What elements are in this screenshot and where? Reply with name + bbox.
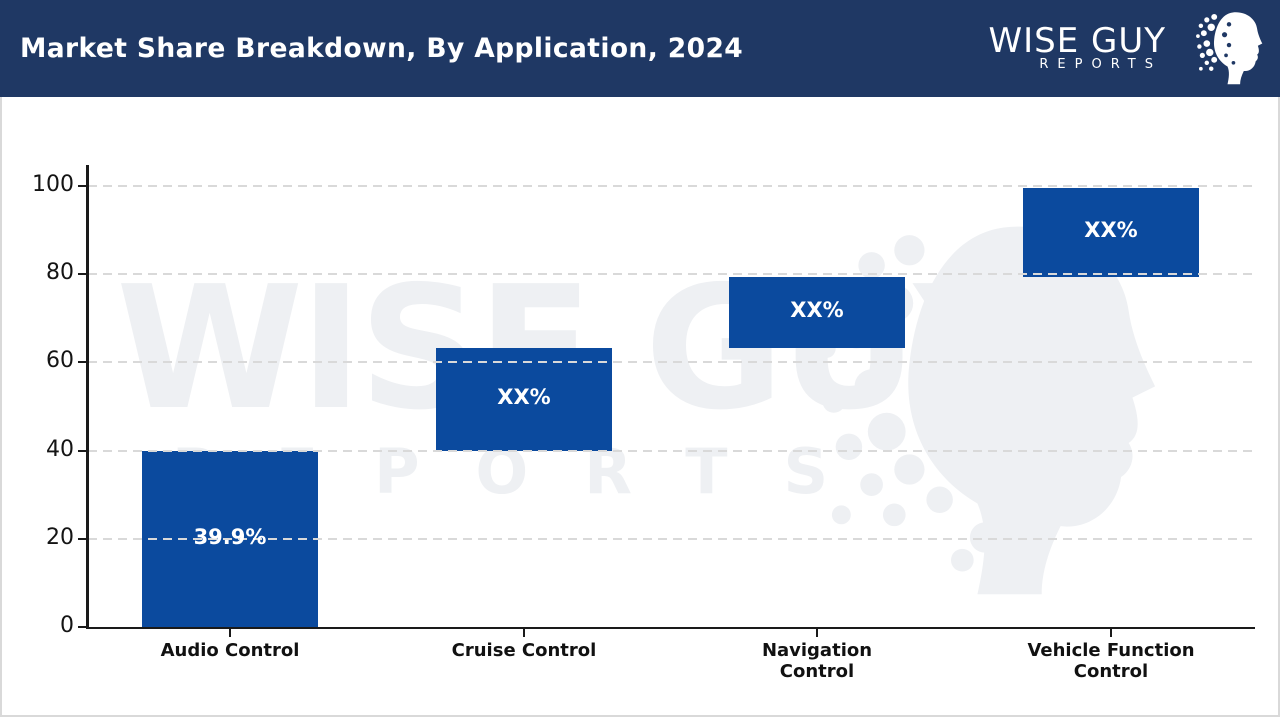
y-tick-label-60: 60 (46, 348, 74, 374)
bar-value-label-vehicle-function-control: XX% (1084, 218, 1138, 243)
bar-value-label-navigation-control: XX% (790, 298, 844, 323)
bar-navigation-control (729, 276, 905, 348)
page-title: Market Share Breakdown, By Application, … (20, 33, 744, 64)
y-axis-line (86, 165, 89, 628)
y-tick-label-100: 100 (32, 172, 74, 197)
category-label-audio-control: Audio Control (160, 640, 300, 661)
x-tick-mark-navigation-control (815, 629, 819, 637)
wiseguy-logo: WISE GUY REPORTS (988, 0, 1274, 97)
category-label-cruise-control: Cruise Control (451, 640, 597, 661)
logo-tagline-text: REPORTS (1039, 57, 1162, 72)
y-tick-label-20: 20 (46, 524, 74, 550)
y-tick-mark-40 (78, 449, 87, 452)
header-bar: Market Share Breakdown, By Application, … (0, 0, 1280, 97)
y-tick-mark-100 (78, 184, 87, 188)
bar-vehicle-function-control (1023, 187, 1199, 277)
bar-cruise-control (436, 347, 612, 452)
x-tick-mark-audio-control (228, 629, 232, 637)
y-tick-label-40: 40 (46, 436, 74, 462)
gridline-80 (88, 273, 1254, 276)
y-tick-mark-0 (78, 625, 87, 629)
x-tick-mark-cruise-control (522, 629, 526, 637)
y-tick-mark-60 (78, 361, 87, 364)
y-tick-label-0: 0 (60, 613, 74, 638)
bar-value-label-audio-control: 39.9% (193, 525, 267, 550)
watermark-head-icon (816, 226, 1156, 595)
gridline-60 (88, 361, 1254, 364)
category-label-vehicle-function-control: Vehicle Function Control (1027, 640, 1195, 683)
y-tick-mark-80 (78, 273, 87, 276)
gridline-20 (88, 537, 1254, 540)
y-tick-label-80: 80 (46, 260, 74, 286)
y-tick-mark-20 (78, 537, 87, 540)
gridline-100 (88, 185, 1254, 187)
category-label-navigation-control: Navigation Control (761, 640, 873, 683)
logo-name-text: WISE GUY (988, 21, 1166, 61)
logo-head-icon (1196, 12, 1263, 85)
bar-value-label-cruise-control: XX% (497, 385, 551, 410)
x-tick-mark-vehicle-function-control (1109, 629, 1113, 637)
gridline-40 (88, 449, 1254, 452)
x-axis-line (86, 626, 1255, 629)
